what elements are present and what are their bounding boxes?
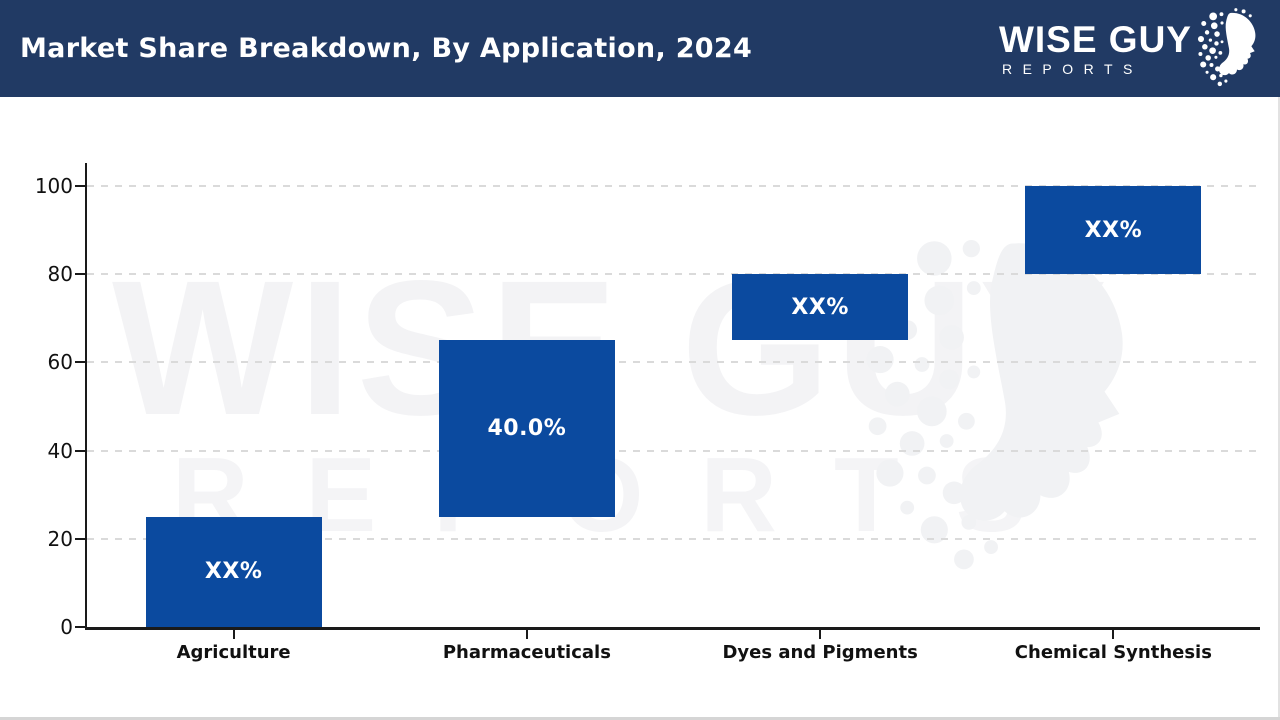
x-category-label-dyes-and-pigments: Dyes and Pigments (722, 642, 918, 663)
y-tick-label: 60 (47, 350, 73, 375)
x-tick-mark (819, 630, 822, 639)
bar-value-label-pharmaceuticals: 40.0% (487, 416, 567, 442)
bar-value-label-dyes-and-pigments: XX% (791, 294, 849, 320)
y-tick-label: 40 (47, 438, 73, 463)
y-tick-label: 20 (47, 526, 73, 551)
bar-agriculture: XX% (145, 516, 322, 627)
y-tick-label: 0 (60, 615, 73, 639)
gridline (87, 184, 1260, 187)
logo-wordmark-line2: REPORTS (1001, 61, 1143, 77)
y-tick-mark (75, 361, 85, 364)
x-tick-mark (1112, 630, 1115, 639)
x-category-label-agriculture: Agriculture (176, 642, 291, 663)
bar-chemical-synthesis: XX% (1025, 185, 1202, 275)
logo-face-icon (1197, 7, 1256, 86)
gridline (87, 273, 1260, 276)
gridline (87, 537, 1260, 540)
bar-value-label-agriculture: XX% (204, 559, 263, 585)
x-category-label-chemical-synthesis: Chemical Synthesis (1014, 642, 1212, 663)
gridline (87, 449, 1260, 452)
gridline (87, 361, 1260, 364)
plot-area: 0 20 40 60 80 100 XX% Agriculture 40.0% Pharmaceu… (35, 163, 1260, 663)
y-tick-mark (75, 184, 85, 187)
header-bar: Market Share Breakdown, By Application, … (0, 0, 1280, 97)
bar-value-label-chemical-synthesis: XX% (1084, 217, 1143, 243)
y-tick-mark (75, 537, 85, 540)
logo-wordmark: WISE GUY REPORTS (999, 21, 1192, 76)
y-tick-label: 80 (47, 262, 73, 287)
page-title: Market Share Breakdown, By Application, … (20, 33, 753, 64)
y-tick-mark (75, 626, 85, 628)
wise-guy-reports-logo: WISE GUY REPORTS (999, 7, 1258, 91)
bar-pharmaceuticals: 40.0% (438, 340, 615, 517)
x-tick-mark (525, 630, 528, 639)
chart-area: WISE GUY REPORTS 0 20 40 60 80 100 XX% Agricult… (0, 97, 1280, 717)
bar-dyes-and-pigments: XX% (732, 274, 909, 341)
x-tick-mark (232, 630, 235, 639)
y-tick-mark (75, 273, 85, 276)
logo-wordmark-line1: WISE GUY (998, 19, 1192, 60)
y-tick-mark (75, 449, 85, 452)
x-category-label-pharmaceuticals: Pharmaceuticals (442, 642, 611, 663)
y-tick-label: 100 (34, 173, 73, 198)
